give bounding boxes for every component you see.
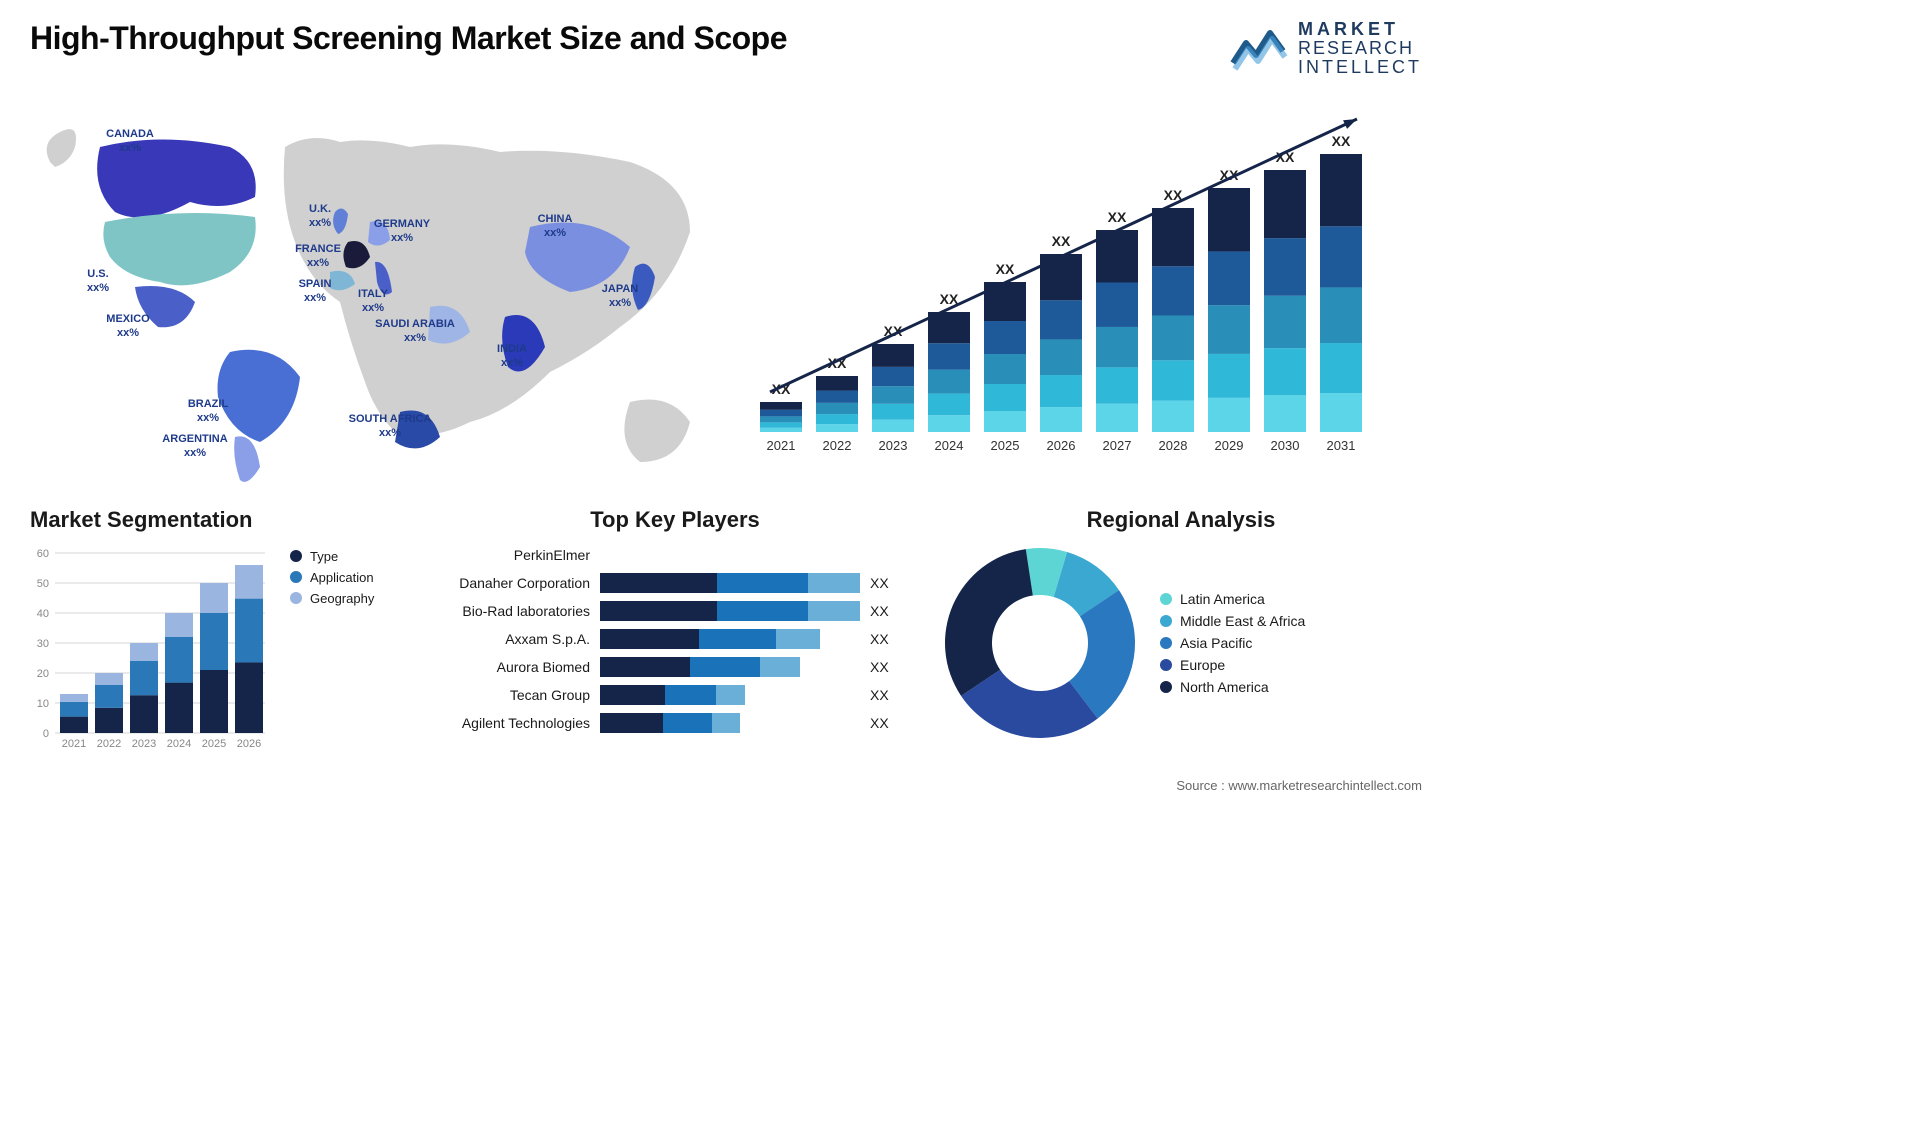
regional-legend: Latin America Middle East & Africa Asia Pa… — [1160, 585, 1305, 701]
seg-legend-type: Type — [290, 549, 410, 564]
player-row: Tecan Group XX — [435, 683, 915, 707]
svg-text:10: 10 — [37, 698, 49, 710]
player-row: Bio-Rad laboratories XX — [435, 599, 915, 623]
player-value: XX — [870, 631, 889, 647]
svg-text:40: 40 — [37, 608, 49, 620]
seg-legend-geography: Geography — [290, 591, 410, 606]
player-label: Aurora Biomed — [435, 659, 590, 675]
player-value: XX — [870, 575, 889, 591]
map-label-france: FRANCExx% — [295, 242, 341, 271]
player-value: XX — [870, 659, 889, 675]
player-row: Axxam S.p.A. XX — [435, 627, 915, 651]
player-label: PerkinElmer — [435, 547, 590, 563]
player-value: XX — [870, 687, 889, 703]
svg-text:2022: 2022 — [97, 738, 121, 750]
svg-text:20: 20 — [37, 668, 49, 680]
svg-text:2026: 2026 — [237, 738, 261, 750]
map-label-brazil: BRAZILxx% — [188, 397, 228, 426]
regional-title: Regional Analysis — [940, 507, 1422, 533]
logo-icon — [1228, 23, 1288, 73]
logo-text-1: MARKET — [1298, 20, 1422, 39]
regional-legend-item: Middle East & Africa — [1160, 613, 1305, 629]
svg-text:2024: 2024 — [167, 738, 191, 750]
svg-text:0: 0 — [43, 728, 49, 740]
map-label-italy: ITALYxx% — [358, 287, 388, 316]
svg-text:2027: 2027 — [1103, 438, 1132, 453]
forecast-chart: XX2021XX2022XX2023XX2024XX2025XX2026XX20… — [740, 92, 1422, 492]
svg-text:XX: XX — [1052, 233, 1071, 249]
map-label-india: INDIAxx% — [497, 342, 527, 371]
player-bar — [600, 573, 860, 593]
map-label-mexico: MEXICOxx% — [106, 312, 149, 341]
svg-text:2030: 2030 — [1271, 438, 1300, 453]
logo-text-2: RESEARCH — [1298, 39, 1422, 58]
source-text: Source : www.marketresearchintellect.com — [30, 778, 1422, 793]
player-bar — [600, 545, 860, 565]
svg-text:2022: 2022 — [823, 438, 852, 453]
logo-text-3: INTELLECT — [1298, 58, 1422, 77]
player-value: XX — [870, 715, 889, 731]
map-label-uk: U.K.xx% — [309, 202, 331, 231]
player-label: Agilent Technologies — [435, 715, 590, 731]
world-map: CANADAxx% U.S.xx% MEXICOxx% BRAZILxx% ARGENT… — [30, 92, 710, 492]
svg-text:2023: 2023 — [879, 438, 908, 453]
player-bar — [600, 629, 860, 649]
segmentation-title: Market Segmentation — [30, 507, 410, 533]
svg-text:2021: 2021 — [767, 438, 796, 453]
page-title: High-Throughput Screening Market Size an… — [30, 20, 787, 57]
svg-text:XX: XX — [1332, 133, 1351, 149]
svg-text:60: 60 — [37, 548, 49, 560]
svg-text:2029: 2029 — [1215, 438, 1244, 453]
map-label-southafrica: SOUTH AFRICAxx% — [349, 412, 432, 441]
player-row: Aurora Biomed XX — [435, 655, 915, 679]
map-label-saudiarabia: SAUDI ARABIAxx% — [375, 317, 455, 346]
svg-text:2023: 2023 — [132, 738, 156, 750]
svg-text:2021: 2021 — [62, 738, 86, 750]
svg-text:2028: 2028 — [1159, 438, 1188, 453]
svg-text:50: 50 — [37, 578, 49, 590]
map-label-germany: GERMANYxx% — [374, 217, 430, 246]
svg-text:XX: XX — [1108, 209, 1127, 225]
segmentation-panel: Market Segmentation 0 10 20 30 40 50 60 2021 202… — [30, 507, 410, 763]
player-row: Danaher Corporation XX — [435, 571, 915, 595]
segmentation-legend: Type Application Geography — [290, 543, 410, 763]
regional-legend-item: Asia Pacific — [1160, 635, 1305, 651]
map-label-us: U.S.xx% — [87, 267, 109, 296]
player-value: XX — [870, 603, 889, 619]
regional-legend-item: Latin America — [1160, 591, 1305, 607]
map-label-canada: CANADAxx% — [106, 127, 154, 156]
regional-legend-item: North America — [1160, 679, 1305, 695]
player-bar — [600, 713, 860, 733]
svg-text:2024: 2024 — [935, 438, 964, 453]
svg-text:2025: 2025 — [991, 438, 1020, 453]
svg-text:2026: 2026 — [1047, 438, 1076, 453]
map-label-japan: JAPANxx% — [602, 282, 638, 311]
svg-text:2025: 2025 — [202, 738, 226, 750]
player-bar — [600, 601, 860, 621]
player-row: PerkinElmer — [435, 543, 915, 567]
svg-text:XX: XX — [996, 261, 1015, 277]
player-row: Agilent Technologies XX — [435, 711, 915, 735]
player-bar — [600, 657, 860, 677]
player-label: Danaher Corporation — [435, 575, 590, 591]
brand-logo: MARKET RESEARCH INTELLECT — [1228, 20, 1422, 77]
player-label: Tecan Group — [435, 687, 590, 703]
seg-legend-application: Application — [290, 570, 410, 585]
players-title: Top Key Players — [435, 507, 915, 533]
player-label: Axxam S.p.A. — [435, 631, 590, 647]
player-label: Bio-Rad laboratories — [435, 603, 590, 619]
players-panel: Top Key Players PerkinElmer Danaher Corpo… — [435, 507, 915, 763]
regional-legend-item: Europe — [1160, 657, 1305, 673]
map-label-spain: SPAINxx% — [299, 277, 332, 306]
svg-text:30: 30 — [37, 638, 49, 650]
regional-panel: Regional Analysis Latin America Middle Ea… — [940, 507, 1422, 763]
svg-text:2031: 2031 — [1327, 438, 1356, 453]
map-label-argentina: ARGENTINAxx% — [162, 432, 227, 461]
map-label-china: CHINAxx% — [538, 212, 573, 241]
player-bar — [600, 685, 860, 705]
